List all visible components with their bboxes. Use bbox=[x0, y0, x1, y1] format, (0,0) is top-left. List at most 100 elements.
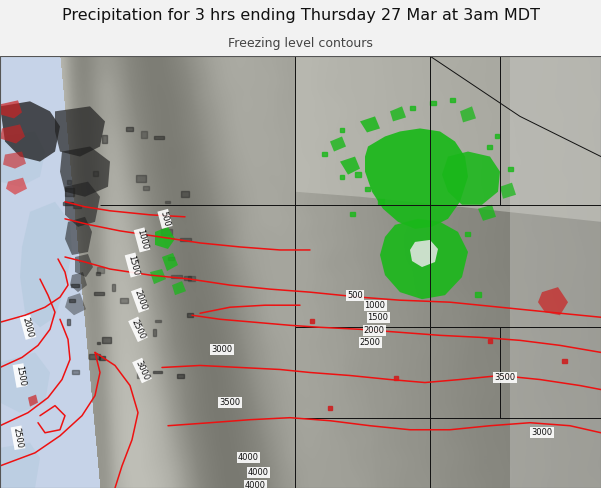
Bar bbox=[310, 319, 314, 323]
Bar bbox=[410, 106, 415, 110]
Bar bbox=[65, 188, 75, 196]
Bar bbox=[67, 180, 72, 184]
Text: 500: 500 bbox=[347, 291, 363, 300]
Bar bbox=[340, 175, 344, 179]
Polygon shape bbox=[410, 240, 438, 267]
Polygon shape bbox=[442, 152, 500, 205]
Text: 2500: 2500 bbox=[129, 318, 147, 341]
Bar bbox=[322, 152, 327, 156]
Bar bbox=[112, 285, 115, 291]
Polygon shape bbox=[478, 205, 496, 221]
Bar bbox=[487, 144, 492, 148]
Bar bbox=[188, 276, 195, 281]
Text: 3000: 3000 bbox=[212, 345, 233, 354]
Bar bbox=[184, 276, 191, 280]
Polygon shape bbox=[20, 202, 72, 327]
Polygon shape bbox=[340, 157, 360, 175]
Bar bbox=[153, 329, 156, 336]
Polygon shape bbox=[172, 281, 186, 295]
Polygon shape bbox=[360, 116, 380, 132]
Bar bbox=[180, 238, 191, 241]
Polygon shape bbox=[0, 101, 22, 119]
Text: 500: 500 bbox=[159, 210, 171, 227]
Bar bbox=[69, 299, 75, 302]
Bar bbox=[142, 186, 149, 190]
Polygon shape bbox=[162, 253, 178, 271]
Polygon shape bbox=[295, 56, 601, 222]
Bar bbox=[168, 257, 174, 261]
Bar bbox=[154, 320, 160, 322]
Text: 3500: 3500 bbox=[219, 398, 240, 407]
Bar bbox=[64, 202, 73, 205]
Polygon shape bbox=[70, 272, 87, 292]
Text: 4000: 4000 bbox=[248, 468, 269, 477]
Text: 1000: 1000 bbox=[364, 301, 385, 310]
Bar bbox=[67, 319, 70, 325]
Bar bbox=[153, 371, 162, 373]
Text: 4000: 4000 bbox=[245, 482, 266, 488]
Bar bbox=[177, 374, 185, 378]
Text: 2500: 2500 bbox=[359, 338, 380, 347]
Text: 2500: 2500 bbox=[12, 427, 24, 449]
Polygon shape bbox=[510, 56, 601, 488]
Bar bbox=[71, 284, 79, 287]
Polygon shape bbox=[390, 106, 406, 122]
Bar bbox=[141, 131, 147, 138]
Polygon shape bbox=[150, 269, 166, 284]
Polygon shape bbox=[0, 102, 60, 162]
Polygon shape bbox=[0, 131, 45, 187]
Text: Precipitation for 3 hrs ending Thursday 27 Mar at 3am MDT: Precipitation for 3 hrs ending Thursday … bbox=[61, 8, 540, 23]
Bar bbox=[161, 228, 172, 235]
Bar bbox=[94, 292, 105, 295]
Bar bbox=[465, 232, 470, 236]
Polygon shape bbox=[75, 254, 93, 277]
Bar bbox=[93, 171, 97, 176]
Polygon shape bbox=[380, 219, 468, 299]
Bar bbox=[154, 136, 164, 139]
Bar bbox=[89, 354, 100, 359]
Bar bbox=[171, 275, 182, 278]
Polygon shape bbox=[6, 178, 27, 195]
Polygon shape bbox=[330, 137, 346, 152]
Bar bbox=[73, 205, 81, 208]
Bar bbox=[102, 337, 111, 343]
Bar bbox=[355, 172, 361, 177]
Bar bbox=[450, 98, 455, 102]
Bar bbox=[562, 360, 567, 364]
Bar bbox=[180, 191, 189, 197]
Bar bbox=[475, 292, 481, 297]
Text: 3500: 3500 bbox=[495, 373, 516, 382]
Text: 1500: 1500 bbox=[126, 254, 140, 276]
Bar bbox=[365, 187, 370, 191]
Bar bbox=[495, 135, 499, 139]
Polygon shape bbox=[460, 106, 476, 122]
Bar bbox=[394, 375, 398, 380]
Polygon shape bbox=[65, 182, 100, 227]
Polygon shape bbox=[0, 352, 50, 413]
Bar bbox=[488, 339, 492, 344]
Bar bbox=[350, 212, 355, 216]
Bar bbox=[188, 313, 193, 317]
Bar bbox=[126, 127, 133, 131]
Bar bbox=[102, 135, 107, 143]
Text: 3000: 3000 bbox=[133, 359, 150, 382]
Text: 1500: 1500 bbox=[367, 313, 388, 322]
Polygon shape bbox=[155, 227, 175, 249]
Bar bbox=[72, 370, 79, 374]
Polygon shape bbox=[3, 152, 26, 169]
Polygon shape bbox=[0, 124, 25, 143]
Polygon shape bbox=[0, 443, 40, 488]
Text: 1000: 1000 bbox=[135, 228, 149, 251]
Polygon shape bbox=[500, 183, 516, 199]
Bar bbox=[138, 372, 143, 378]
Polygon shape bbox=[65, 217, 92, 255]
Bar bbox=[430, 102, 436, 105]
Polygon shape bbox=[538, 287, 568, 315]
Bar bbox=[97, 271, 100, 275]
Text: 2000: 2000 bbox=[132, 289, 148, 312]
Text: Freezing level contours: Freezing level contours bbox=[228, 37, 373, 50]
Text: 2000: 2000 bbox=[21, 316, 35, 339]
Bar bbox=[133, 320, 139, 327]
Bar bbox=[97, 267, 104, 273]
Text: 1500: 1500 bbox=[14, 365, 26, 386]
